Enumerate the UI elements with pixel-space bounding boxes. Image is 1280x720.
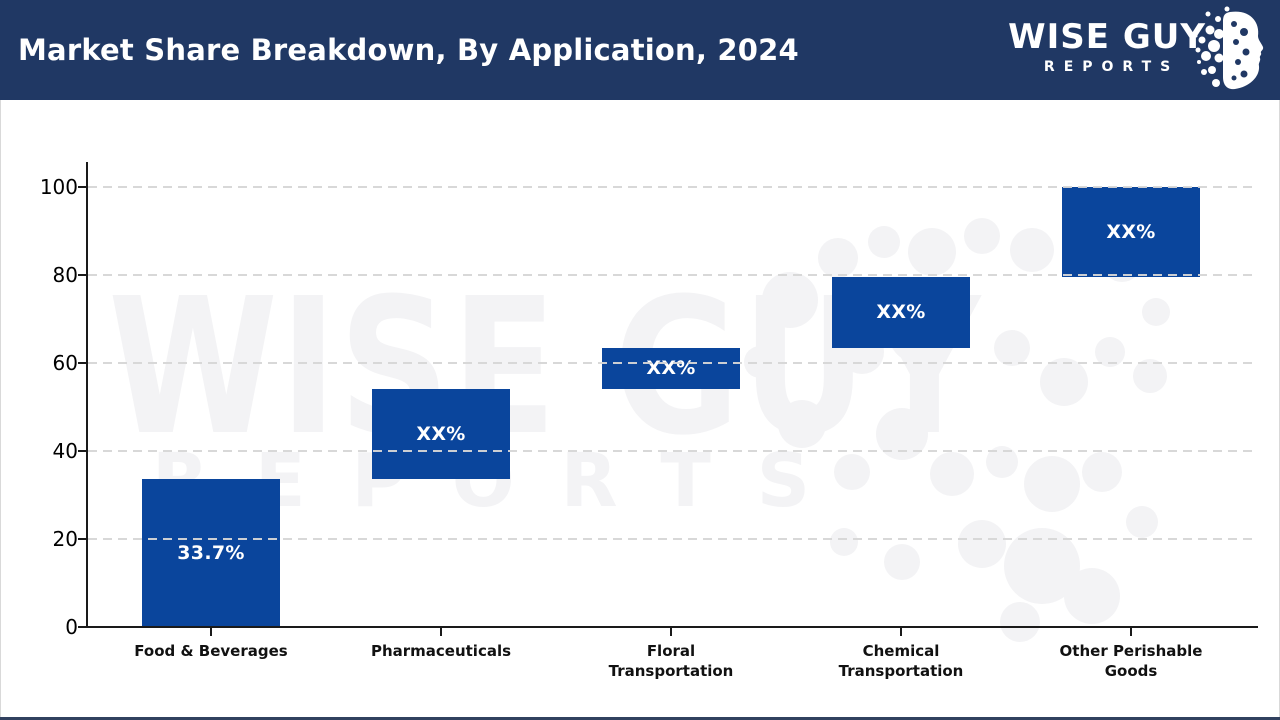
dotted-face-profile-icon <box>1194 6 1264 90</box>
x-axis-line <box>86 626 1258 628</box>
logo-text: WISE GUY REPORTS <box>1008 18 1206 76</box>
y-tick-label: 80 <box>52 263 78 287</box>
y-tick-mark-40 <box>78 450 86 452</box>
bottom-border-strip <box>0 717 1280 720</box>
x-tick-mark-3 <box>670 628 672 636</box>
x-category-label: Floral Transportation <box>608 642 734 680</box>
y-tick-mark-60 <box>78 362 86 364</box>
bar-value-label: XX% <box>416 422 466 445</box>
y-tick-label: 0 <box>65 615 78 639</box>
x-tick-mark-4 <box>900 628 902 636</box>
x-tick-mark-2 <box>440 628 442 636</box>
logo-wordmark: WISE GUY <box>1008 17 1206 57</box>
y-tick-mark-20 <box>78 538 86 540</box>
y-tick-label: 60 <box>52 351 78 375</box>
wise-guy-reports-logo: WISE GUY REPORTS <box>1008 0 1268 100</box>
y-tick-label: 40 <box>52 439 78 463</box>
x-category-label: Other Perishable Goods <box>1059 642 1203 680</box>
x-category-label: Pharmaceuticals <box>370 642 512 660</box>
y-tick-mark-0 <box>78 626 86 628</box>
x-tick-mark-1 <box>210 628 212 636</box>
x-tick-mark-5 <box>1130 628 1132 636</box>
logo-subtitle: REPORTS <box>1043 59 1180 75</box>
bar-value-label: 33.7% <box>177 541 245 564</box>
waterfall-bar-1: 33.7% <box>142 478 280 627</box>
y-tick-label: 100 <box>39 175 78 199</box>
y-tick-label: 20 <box>52 527 78 551</box>
y-tick-mark-100 <box>78 186 86 188</box>
y-tick-mark-80 <box>78 274 86 276</box>
x-category-label: Chemical Transportation <box>838 642 964 680</box>
waterfall-bar-2: XX% <box>372 388 510 479</box>
bar-value-label: XX% <box>1106 220 1156 243</box>
y-axis-line <box>86 162 88 628</box>
x-category-label: Food & Beverages <box>134 642 288 660</box>
chart-title: Market Share Breakdown, By Application, … <box>18 33 799 67</box>
header-bar: Market Share Breakdown, By Application, … <box>0 0 1280 100</box>
